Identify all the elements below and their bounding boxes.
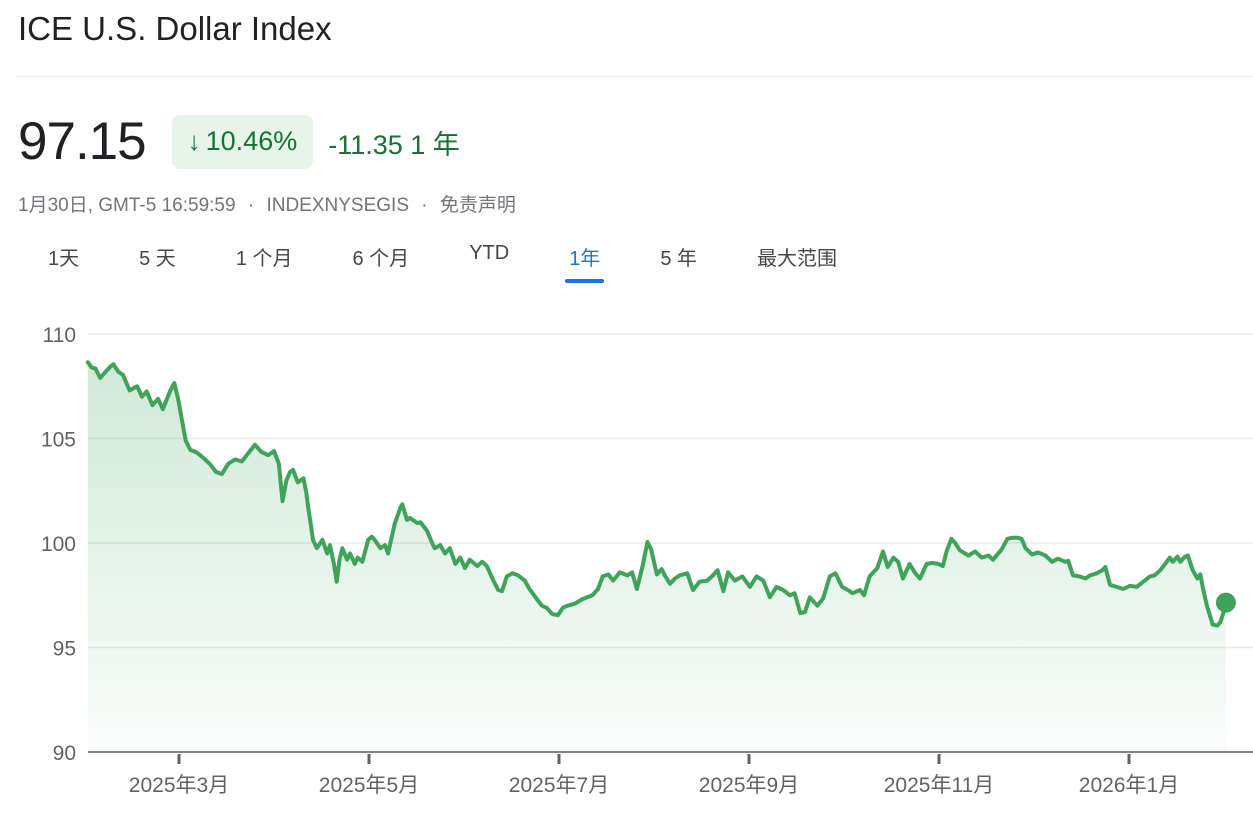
down-arrow-icon: ↓ bbox=[187, 126, 201, 157]
range-tab-2[interactable]: 5 天 bbox=[139, 242, 176, 283]
change-absolute-period: -11.35 1 年 bbox=[328, 129, 460, 160]
y-axis-label-100: 100 bbox=[41, 533, 76, 556]
disclaimer-link[interactable]: 免责声明 bbox=[439, 195, 516, 216]
range-tab-6-selected[interactable]: 1年 bbox=[565, 242, 605, 283]
range-tab-5[interactable]: YTD bbox=[469, 242, 509, 277]
y-axis-label-105: 105 bbox=[41, 429, 76, 452]
price-row: 97.15 ↓ 10.46% -11.35 1 年 bbox=[18, 112, 460, 172]
x-axis-label-5: 2025年11月 bbox=[884, 774, 995, 797]
price-chart[interactable]: 2025年3月 2025年5月 2025年7月 2025年9月 2025年11月 2026… bbox=[0, 310, 1253, 810]
x-axis-label-1: 2025年3月 bbox=[129, 774, 229, 797]
exchange-name: INDEXNYSEGIS bbox=[266, 195, 409, 216]
range-tab-7[interactable]: 5 年 bbox=[660, 242, 697, 283]
page-title: ICE U.S. Dollar Index bbox=[18, 10, 332, 47]
meta-separator: · bbox=[421, 195, 428, 216]
chart-area-fill bbox=[87, 362, 1226, 752]
change-percent-value: 10.46% bbox=[205, 126, 298, 157]
current-price: 97.15 bbox=[18, 112, 147, 171]
range-tab-4[interactable]: 6 个月 bbox=[353, 242, 410, 283]
x-axis-label-4: 2025年9月 bbox=[699, 774, 799, 797]
price-chart-svg[interactable]: 2025年3月 2025年5月 2025年7月 2025年9月 2025年11月 2026… bbox=[0, 310, 1253, 810]
range-tab-1[interactable]: 1天 bbox=[48, 242, 79, 283]
x-axis-label-2: 2025年5月 bbox=[319, 774, 419, 797]
last-price-dot bbox=[1215, 592, 1236, 613]
meta-separator: · bbox=[247, 195, 255, 216]
x-axis-label-3: 2025年7月 bbox=[509, 774, 609, 797]
change-percent-badge: ↓ 10.46% bbox=[171, 115, 314, 169]
y-axis-label-110: 110 bbox=[43, 324, 76, 347]
price-line bbox=[85, 360, 1228, 628]
quote-meta-line: 1月30日, GMT-5 16:59:59 · INDEXNYSEGIS · 免… bbox=[18, 190, 516, 217]
range-tabs: 1天 5 天 1 个月 6 个月 YTD 1年 5 年 最大范围 bbox=[48, 242, 837, 283]
quote-timestamp: 1月30日, GMT-5 16:59:59 bbox=[18, 195, 236, 216]
x-axis-label-6: 2026年1月 bbox=[1079, 774, 1179, 797]
range-tab-8[interactable]: 最大范围 bbox=[757, 242, 837, 283]
y-axis-label-90: 90 bbox=[53, 742, 76, 765]
range-tab-3[interactable]: 1 个月 bbox=[236, 242, 293, 283]
y-axis-label-95: 95 bbox=[53, 638, 76, 661]
header-divider bbox=[15, 76, 1253, 77]
